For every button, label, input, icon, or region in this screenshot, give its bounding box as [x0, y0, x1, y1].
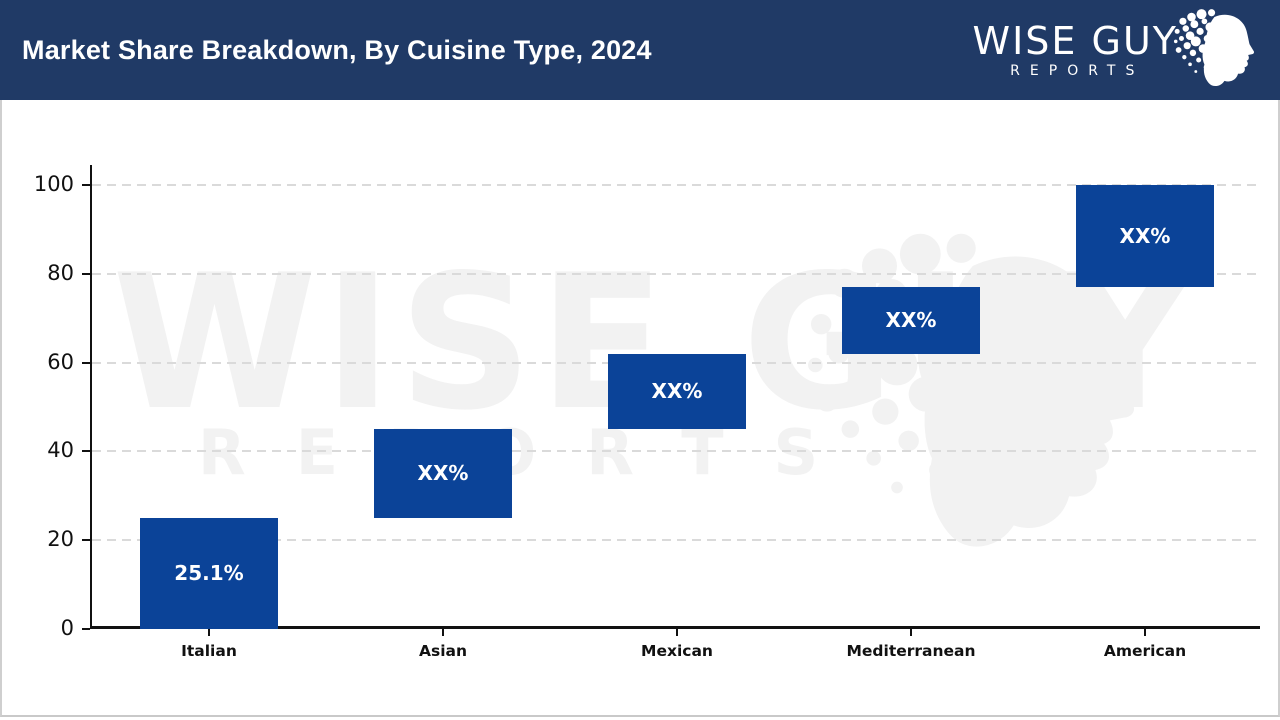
- y-tick-mark: [82, 628, 90, 630]
- dotted-head-icon: [1173, 9, 1255, 87]
- plot-area: 0 20 40 60 80 100 25.1% Italian XX% Asian XX% Mexic…: [34, 165, 1262, 660]
- grid-line: [92, 183, 1262, 186]
- bar-mediterranean: XX%: [842, 287, 980, 354]
- bar-mexican: XX%: [608, 353, 746, 430]
- x-tick-mark: [442, 629, 444, 636]
- x-tick-mark: [208, 629, 210, 636]
- grid-line: [92, 450, 1262, 453]
- x-category-label: Mexican: [641, 642, 713, 660]
- x-tick-mark: [910, 629, 912, 636]
- grid-line: [92, 272, 1262, 275]
- y-tick-label: 100: [33, 171, 74, 196]
- wiseguy-logo-text: WISE GUY REPORTS: [973, 22, 1178, 79]
- grid-line: [92, 539, 1262, 542]
- logo-wordmark: WISE GUY: [972, 18, 1178, 63]
- bar-value-label: 25.1%: [174, 561, 244, 586]
- bar-value-label: XX%: [885, 308, 937, 333]
- x-tick-mark: [1144, 629, 1146, 636]
- x-category-label: Italian: [181, 642, 237, 660]
- y-tick-label: 0: [60, 616, 74, 640]
- bar-value-label: XX%: [417, 461, 469, 486]
- y-tick-label: 80: [47, 260, 74, 285]
- x-category-label: American: [1103, 642, 1187, 660]
- wiseguy-logo: WISE GUY REPORTS: [973, 7, 1256, 93]
- page-title: Market Share Breakdown, By Cuisine Type,…: [22, 34, 652, 65]
- bar-value-label: XX%: [1119, 224, 1171, 249]
- y-tick-label: 20: [47, 527, 74, 552]
- bar-asian: XX%: [374, 429, 512, 518]
- bar-value-label: XX%: [651, 379, 703, 404]
- y-tick-mark: [82, 272, 90, 275]
- y-tick-mark: [82, 450, 90, 453]
- y-tick-mark: [82, 361, 90, 364]
- header-bar: Market Share Breakdown, By Cuisine Type,…: [0, 0, 1280, 100]
- x-category-label: Mediterranean: [846, 642, 976, 660]
- chart-canvas: WISE GUY REPORTS 0 20 40 60 80 100 25.1% Italia…: [0, 100, 1280, 717]
- y-tick-mark: [82, 539, 90, 542]
- y-tick-label: 60: [47, 349, 74, 374]
- x-category-label: Asian: [418, 642, 468, 660]
- y-tick-mark: [82, 183, 90, 186]
- bar-italian: 25.1%: [140, 517, 278, 629]
- bar-american: XX%: [1076, 184, 1214, 288]
- y-tick-label: 40: [47, 438, 74, 463]
- logo-subtitle: REPORTS: [1010, 62, 1145, 79]
- x-tick-mark: [676, 629, 678, 636]
